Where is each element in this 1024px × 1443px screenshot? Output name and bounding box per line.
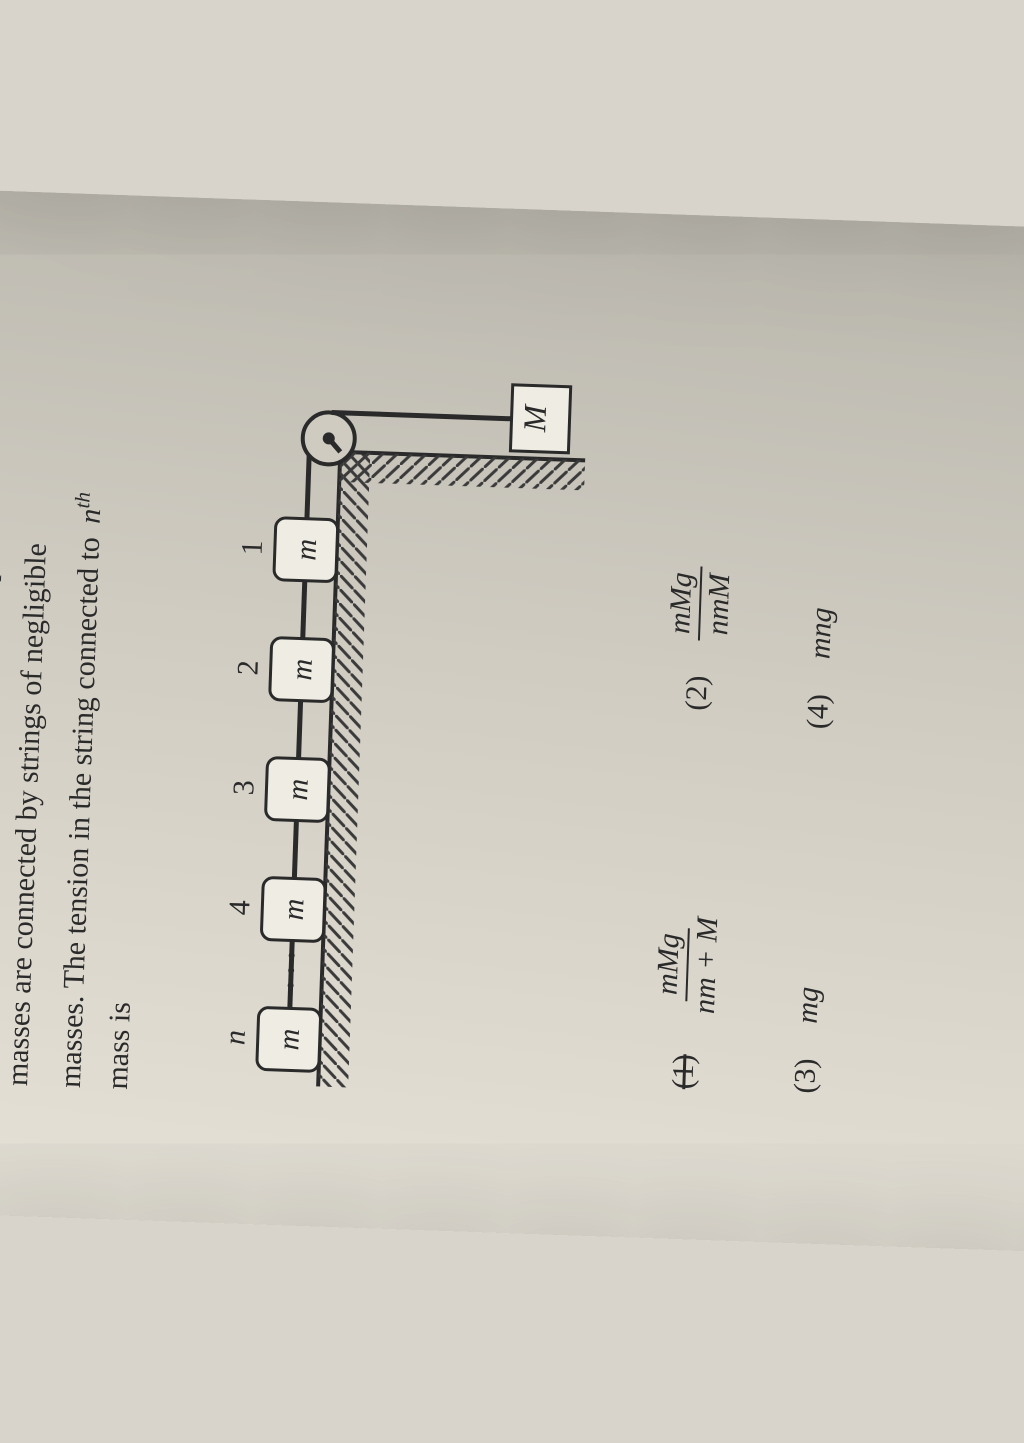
- svg-text:m: m: [277, 898, 311, 921]
- svg-text:n: n: [218, 1029, 252, 1045]
- option-2-fraction: mMg nmM: [664, 566, 737, 642]
- option-1-fraction: mMg nm + M: [651, 909, 726, 1020]
- svg-text:1: 1: [236, 540, 270, 556]
- q-line1-tail: number of equal: [0, 537, 3, 735]
- q-line3-nth: nth: [74, 492, 108, 524]
- option-1-num: mMg: [651, 927, 690, 1002]
- svg-text:m: m: [289, 538, 323, 561]
- block-n: m n: [218, 1006, 321, 1071]
- option-1-den: nm + M: [687, 910, 725, 1020]
- q-line2: masses are connected by strings of negli…: [0, 542, 57, 1086]
- option-4-label: (4): [801, 672, 837, 729]
- q-line4: mass is: [98, 1001, 142, 1090]
- block-1: m 1: [235, 516, 338, 581]
- option-3-expr: mg: [791, 986, 826, 1024]
- options-row-2: (3) mg (4) mng: [788, 193, 853, 1094]
- svg-text:2: 2: [231, 660, 265, 676]
- option-1-label: (1): [667, 1033, 703, 1090]
- option-4: (4) mng: [801, 607, 839, 730]
- block-3: m 3: [226, 756, 329, 821]
- svg-text:m: m: [285, 658, 319, 681]
- q-line3-head: masses. The tension in the string connec…: [54, 537, 106, 1089]
- hanging-mass: M: [510, 385, 570, 453]
- svg-text:M: M: [516, 402, 553, 433]
- block-2: m 2: [231, 636, 334, 701]
- block-4: m 4: [222, 876, 325, 941]
- option-1: (1) mMg nm + M: [648, 909, 725, 1090]
- pulley: [302, 412, 356, 466]
- svg-text:m: m: [281, 778, 315, 801]
- option-2-den: nmM: [700, 567, 737, 642]
- q-line3: masses. The tension in the string connec…: [48, 492, 112, 1089]
- options-row-1: (1) mMg nm + M (2) mMg nmM: [648, 189, 750, 1091]
- option-3-label: (3): [788, 1037, 824, 1094]
- option-3: (3) mg: [788, 986, 826, 1094]
- option-2: (2) mMg nmM: [661, 566, 737, 712]
- svg-text:m: m: [272, 1028, 306, 1051]
- svg-text:4: 4: [223, 900, 257, 916]
- pulley-diagram: m n m 4 m 3 m: [168, 342, 614, 1116]
- rope-vertical: [332, 413, 512, 419]
- option-2-num: mMg: [664, 566, 703, 641]
- option-4-expr: mng: [803, 607, 839, 660]
- option-2-label: (2): [680, 654, 716, 711]
- svg-text:3: 3: [227, 780, 261, 796]
